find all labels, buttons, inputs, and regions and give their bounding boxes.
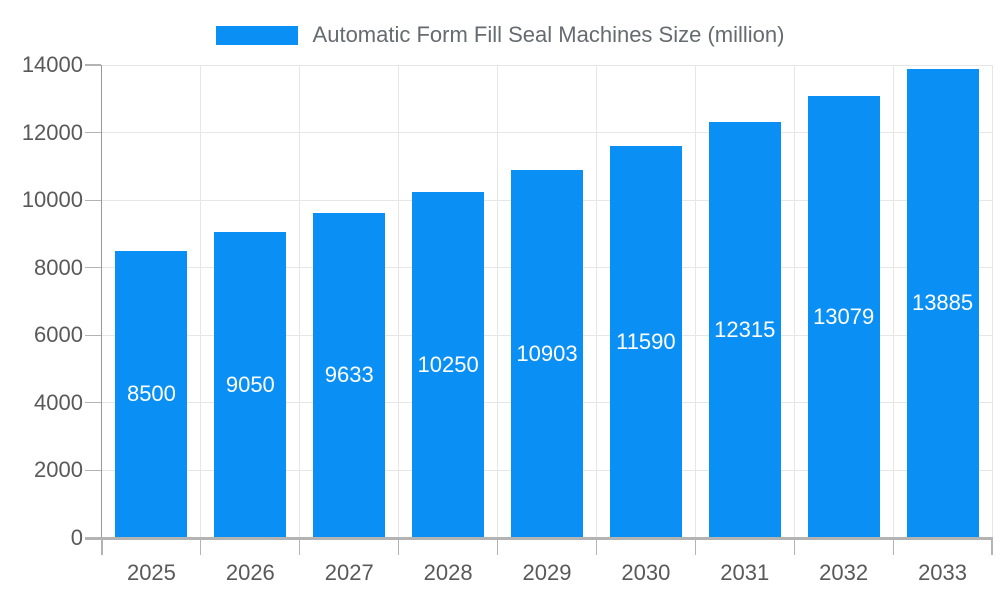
bar[interactable]: [807, 96, 880, 538]
bar[interactable]: [511, 169, 583, 538]
legend-label: Automatic Form Fill Seal Machines Size (…: [312, 22, 785, 47]
x-axis-tick: [398, 538, 400, 555]
y-axis-line: [101, 65, 103, 538]
bar-value-label: 9050: [225, 372, 275, 398]
x-tick-label: 2031: [720, 560, 770, 585]
x-axis-tick: [793, 538, 795, 555]
v-gridline: [892, 65, 894, 538]
v-gridline: [694, 65, 696, 538]
bar[interactable]: [906, 68, 979, 538]
y-axis-tick: [85, 334, 101, 336]
bar[interactable]: [313, 212, 386, 538]
x-tick-label: 2030: [621, 560, 671, 585]
x-axis-tick: [101, 538, 103, 555]
v-gridline: [497, 65, 499, 538]
v-gridline: [299, 65, 301, 538]
y-tick-label: 2000: [34, 457, 83, 483]
x-axis-tick: [694, 538, 696, 555]
v-gridline: [793, 65, 795, 538]
x-tick-label: 2027: [324, 560, 374, 585]
y-axis-tick: [85, 469, 101, 472]
y-axis-tick: [85, 402, 101, 404]
bar-value-label: 13885: [911, 290, 974, 316]
bar[interactable]: [412, 191, 485, 538]
y-tick-label: 10000: [21, 187, 83, 213]
bar-value-label: 8500: [126, 381, 176, 407]
x-tick-label: 2029: [522, 560, 572, 585]
x-tick-label: 2033: [918, 560, 968, 585]
x-tick-label: 2032: [819, 560, 869, 585]
v-gridline: [398, 65, 400, 538]
v-gridline: [200, 65, 202, 538]
y-axis-tick: [85, 131, 101, 134]
bar-value-label: 9633: [324, 362, 374, 388]
bar-value-label: 13079: [813, 304, 875, 330]
x-axis-tick: [496, 538, 499, 555]
v-gridline: [595, 65, 597, 538]
x-tick-label: 2026: [225, 560, 275, 585]
y-tick-label: 4000: [34, 389, 83, 415]
legend-swatch-icon: [215, 25, 298, 45]
y-tick-label: 8000: [34, 254, 83, 280]
x-tick-label: 2028: [423, 560, 473, 585]
bar-value-label: 12315: [714, 316, 776, 342]
x-axis-tick: [595, 538, 598, 555]
x-axis-tick: [991, 538, 993, 555]
y-axis-tick: [85, 64, 101, 66]
bar[interactable]: [609, 146, 682, 538]
x-axis-tick: [892, 538, 894, 555]
x-tick-label: 2025: [126, 560, 176, 585]
bar[interactable]: [214, 232, 287, 538]
bar-value-label: 10903: [516, 340, 578, 366]
h-gridline: [102, 64, 992, 66]
y-axis-tick: [85, 267, 101, 269]
y-tick-label: 0: [70, 525, 83, 550]
x-axis-line: [85, 537, 993, 540]
x-axis-tick: [200, 538, 202, 555]
bar[interactable]: [115, 250, 188, 538]
y-tick-label: 6000: [34, 322, 83, 348]
y-tick-label: 12000: [21, 119, 83, 145]
x-axis-tick: [299, 538, 301, 555]
chart-legend[interactable]: Automatic Form Fill Seal Machines Size (…: [0, 22, 1000, 48]
bar-value-label: 11590: [616, 329, 676, 355]
v-gridline: [991, 65, 993, 538]
h-gridline: [102, 132, 992, 134]
bar-value-label: 10250: [417, 351, 479, 377]
y-tick-label: 14000: [21, 52, 83, 77]
bar[interactable]: [708, 121, 781, 538]
y-axis-tick: [85, 199, 101, 201]
